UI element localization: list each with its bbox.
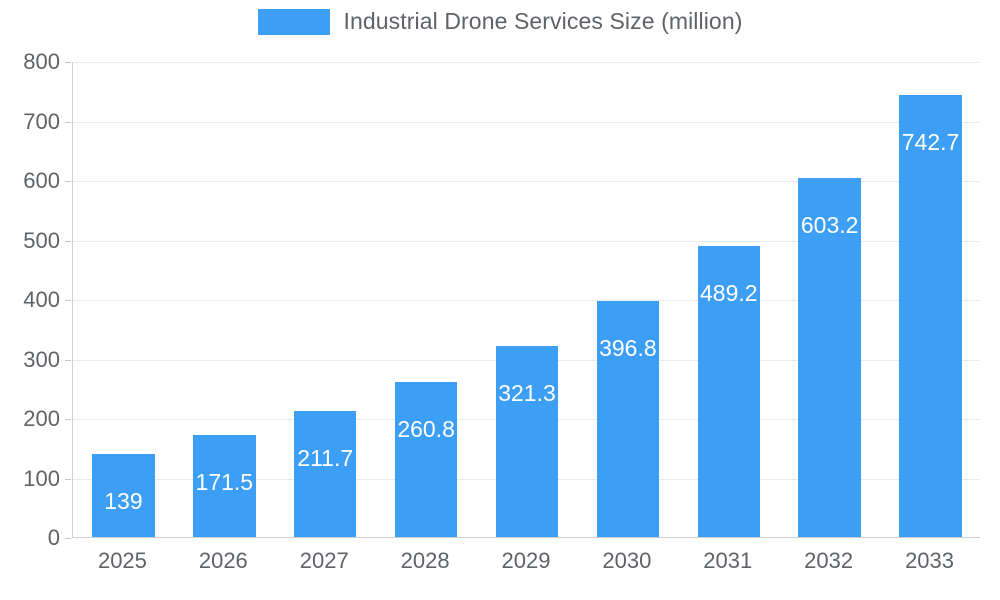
y-axis-tick-mark: [65, 181, 71, 182]
y-axis-tick-mark: [65, 359, 71, 361]
legend-label-industrial-drone-services[interactable]: Industrial Drone Services Size (million): [343, 8, 743, 34]
y-axis-tick-mark: [65, 240, 71, 242]
y-axis-tick-label: 500: [23, 227, 60, 253]
y-axis-tick-mark: [65, 121, 71, 123]
bar-value-label: 396.8: [599, 334, 657, 361]
gridline: [73, 300, 980, 301]
bar-value-label: 603.2: [800, 212, 859, 239]
bar[interactable]: 139: [92, 454, 155, 537]
gridline: [73, 240, 980, 242]
gridline: [73, 181, 980, 182]
bar-value-label: 489.2: [699, 279, 758, 306]
bar[interactable]: 742.7: [899, 95, 962, 537]
x-axis-tick-label: 2031: [703, 548, 753, 573]
legend-swatch-industrial-drone-services[interactable]: [257, 8, 330, 35]
y-axis-tick-label: 300: [23, 346, 60, 372]
x-axis-tick-label: 2025: [97, 548, 147, 573]
bar[interactable]: 489.2: [697, 245, 761, 537]
y-axis-tick-mark: [65, 538, 71, 539]
gridline: [73, 62, 980, 63]
chart-legend: Industrial Drone Services Size (million): [0, 8, 1000, 35]
y-axis-tick-label: 600: [23, 168, 60, 193]
x-axis-tick-label: 2028: [400, 548, 450, 573]
bar-value-label: 321.3: [498, 379, 556, 406]
y-axis-tick-mark: [65, 62, 71, 63]
x-axis-tick-label: 2032: [804, 548, 854, 573]
y-axis-tick-label: 200: [23, 406, 60, 431]
bars-group: 139 171.5 211.7 260.8 321.3 396.8 489.2 603.2 74…: [73, 62, 980, 537]
plot-area: 139 171.5 211.7 260.8 321.3 396.8 489.2 603.2 74…: [72, 62, 980, 538]
x-axis-tick-label: 2030: [602, 548, 652, 573]
gridline: [73, 121, 980, 123]
bar-value-label: 742.7: [901, 129, 960, 156]
y-axis-tick-mark: [65, 419, 71, 420]
y-axis-tick-mark: [65, 478, 71, 480]
y-axis-tick-mark: [65, 300, 71, 301]
x-axis-tick-label: 2033: [905, 548, 955, 573]
bar[interactable]: 603.2: [798, 178, 861, 537]
bar-value-label: 260.8: [397, 415, 455, 442]
bar[interactable]: 171.5: [193, 434, 256, 537]
y-axis-tick-label: 0: [47, 525, 60, 550]
x-axis-tick-label: 2027: [299, 548, 349, 573]
bar[interactable]: 321.3: [495, 345, 559, 537]
bar-value-label: 171.5: [195, 468, 254, 495]
bar-value-label: 139: [104, 488, 143, 515]
y-axis-tick-label: 400: [23, 287, 60, 312]
bar-value-label: 211.7: [297, 445, 354, 472]
bar[interactable]: 396.8: [596, 300, 660, 537]
x-axis-tick-label: 2029: [501, 548, 551, 573]
y-axis-tick-label: 100: [23, 465, 60, 491]
x-axis-tick-label: 2026: [198, 548, 248, 573]
y-axis-tick-label: 800: [23, 49, 60, 74]
bar[interactable]: 260.8: [394, 381, 458, 537]
bar[interactable]: 211.7: [293, 411, 357, 537]
y-axis-tick-label: 700: [23, 108, 60, 134]
